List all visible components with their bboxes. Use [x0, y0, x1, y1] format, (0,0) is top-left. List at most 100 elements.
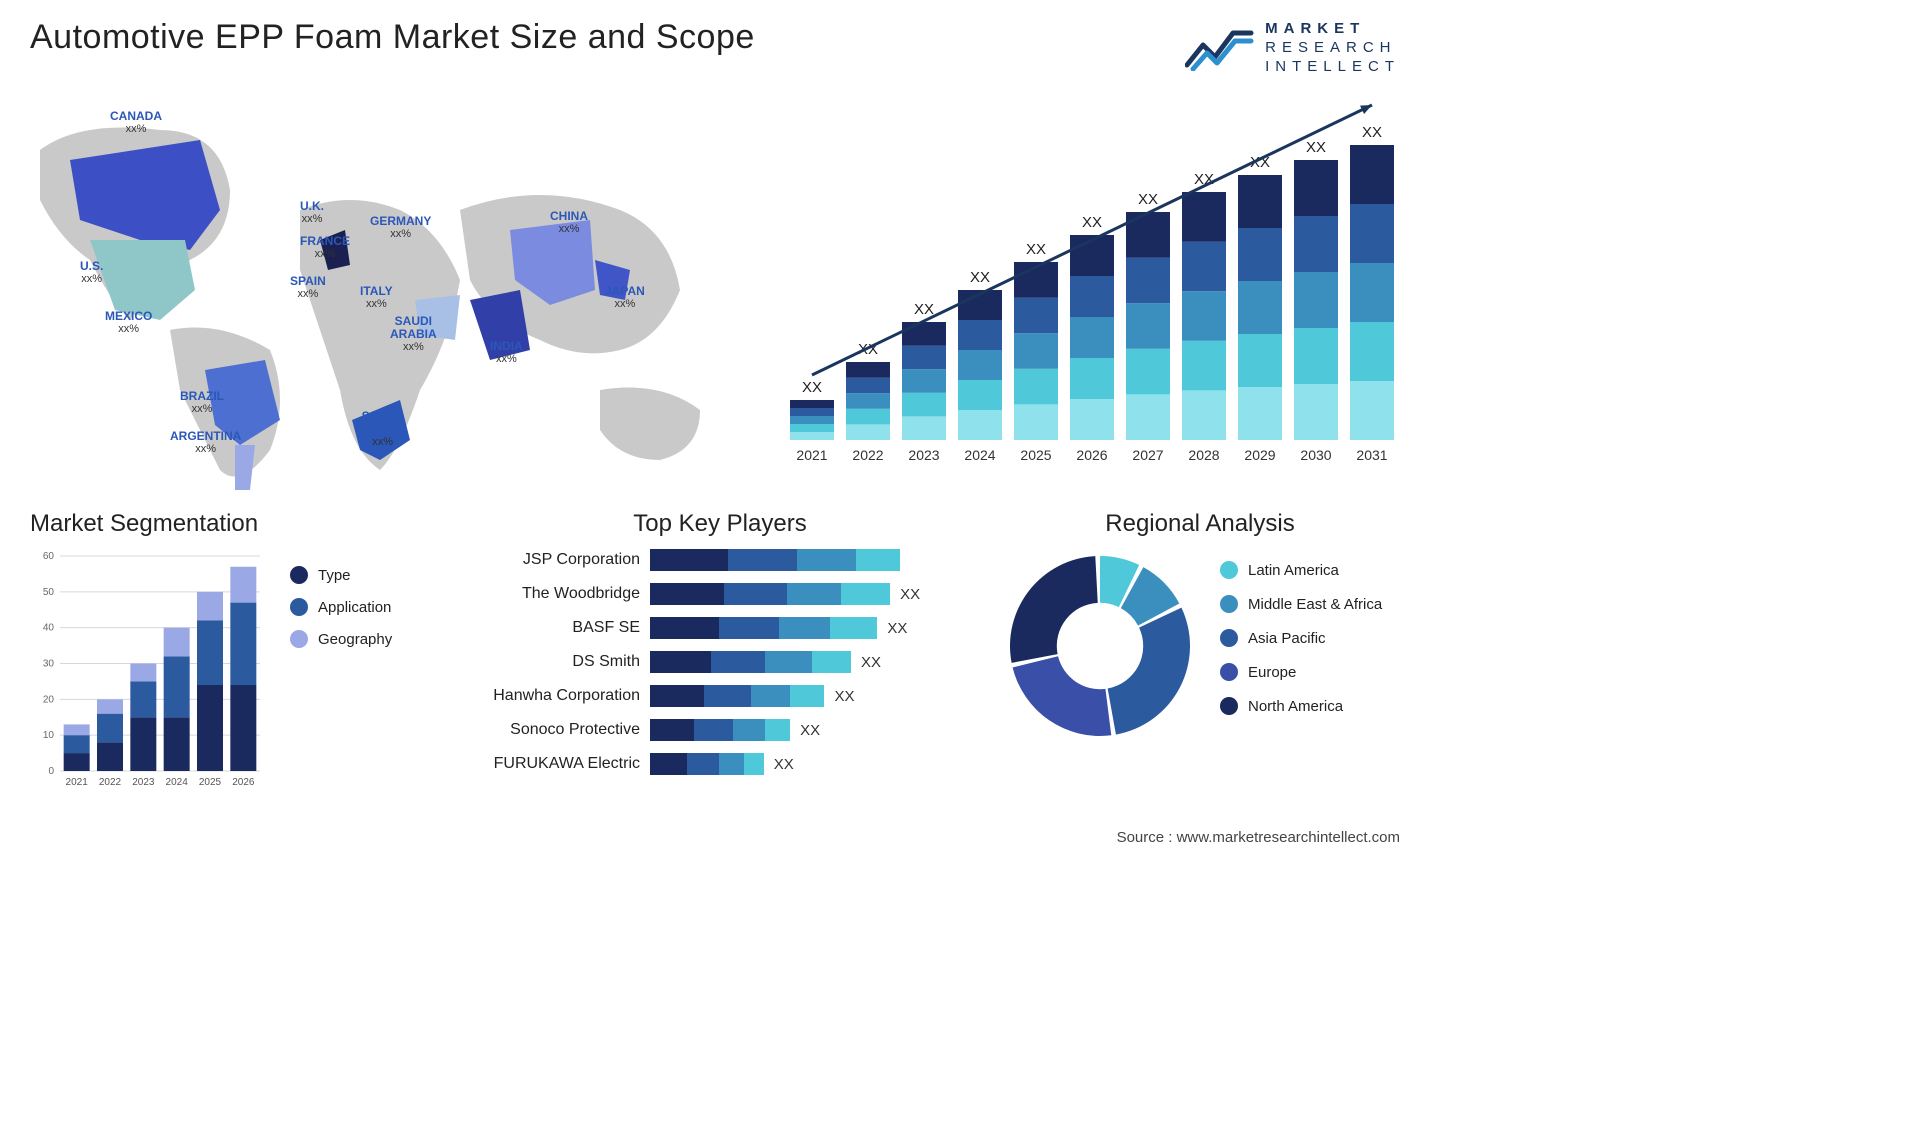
svg-text:2022: 2022 [852, 447, 883, 463]
svg-text:2025: 2025 [1020, 447, 1051, 463]
legend-item: Application [290, 598, 392, 616]
svg-text:XX: XX [914, 301, 934, 318]
regional-title: Regional Analysis [1000, 510, 1400, 538]
player-name: JSP Corporation [470, 551, 650, 569]
player-row: The Woodbridge XX [470, 580, 970, 608]
svg-text:2024: 2024 [166, 777, 189, 788]
svg-text:2024: 2024 [964, 447, 995, 463]
svg-text:XX: XX [1306, 139, 1326, 156]
svg-text:2022: 2022 [99, 777, 122, 788]
player-row: Sonoco Protective XX [470, 716, 970, 744]
svg-text:XX: XX [1362, 124, 1382, 141]
player-value: XX [851, 654, 881, 671]
svg-text:50: 50 [43, 587, 55, 598]
svg-text:XX: XX [1082, 214, 1102, 231]
map-label: U.K.xx% [300, 200, 324, 225]
legend-item: Latin America [1220, 561, 1382, 579]
map-label: MEXICOxx% [105, 310, 152, 335]
player-name: Sonoco Protective [470, 721, 650, 739]
svg-text:60: 60 [43, 551, 55, 562]
map-label: BRAZILxx% [180, 390, 224, 415]
map-label: FRANCExx% [300, 235, 350, 260]
player-value: XX [790, 722, 820, 739]
svg-text:2026: 2026 [1076, 447, 1107, 463]
players-title: Top Key Players [470, 510, 970, 538]
svg-text:0: 0 [48, 766, 54, 777]
legend-item: Asia Pacific [1220, 629, 1382, 647]
player-bar [650, 549, 900, 571]
map-label: GERMANYxx% [370, 215, 431, 240]
world-map: CANADAxx% U.S.xx% MEXICOxx% BRAZILxx% ARGENT… [20, 90, 720, 490]
map-label: ARGENTINAxx% [170, 430, 241, 455]
svg-text:2021: 2021 [66, 777, 89, 788]
player-bar [650, 685, 824, 707]
svg-text:2029: 2029 [1244, 447, 1275, 463]
players-chart: JSP Corporation The Woodbridge XX BASF SE XX… [470, 546, 970, 778]
svg-text:XX: XX [970, 269, 990, 286]
player-row: Hanwha Corporation XX [470, 682, 970, 710]
legend-item: Geography [290, 630, 392, 648]
svg-text:2031: 2031 [1356, 447, 1387, 463]
svg-text:2025: 2025 [199, 777, 222, 788]
map-label: CHINAxx% [550, 210, 588, 235]
map-label: ITALYxx% [360, 285, 393, 310]
player-value: XX [764, 756, 794, 773]
svg-text:2023: 2023 [132, 777, 155, 788]
legend-item: North America [1220, 697, 1382, 715]
logo-text: MARKET RESEARCH INTELLECT [1265, 20, 1400, 76]
player-name: FURUKAWA Electric [470, 755, 650, 773]
player-bar [650, 719, 790, 741]
svg-text:XX: XX [1026, 241, 1046, 258]
map-label: INDIAxx% [490, 340, 523, 365]
legend-item: Europe [1220, 663, 1382, 681]
player-row: BASF SE XX [470, 614, 970, 642]
page-title: Automotive EPP Foam Market Size and Scop… [30, 18, 755, 57]
svg-text:2030: 2030 [1300, 447, 1331, 463]
regional-donut [1000, 546, 1200, 746]
svg-text:30: 30 [43, 659, 55, 670]
svg-text:40: 40 [43, 623, 55, 634]
brand-logo: MARKET RESEARCH INTELLECT [1185, 20, 1400, 76]
svg-text:2028: 2028 [1188, 447, 1219, 463]
regional-legend: Latin America Middle East & Africa Asia Pa… [1220, 561, 1382, 731]
player-name: Hanwha Corporation [470, 687, 650, 705]
segmentation-title: Market Segmentation [30, 510, 460, 538]
regional-section: Regional Analysis Latin America Middle Ea… [1000, 510, 1400, 746]
svg-text:2026: 2026 [232, 777, 255, 788]
svg-text:XX: XX [1138, 191, 1158, 208]
player-bar [650, 583, 890, 605]
segmentation-chart: 0 10 20 30 40 50 60 2021 2022 2023 2024 2025 2026 [30, 546, 270, 796]
svg-text:2027: 2027 [1132, 447, 1163, 463]
player-value: XX [877, 620, 907, 637]
player-name: BASF SE [470, 619, 650, 637]
player-name: The Woodbridge [470, 585, 650, 603]
map-label: CANADAxx% [110, 110, 162, 135]
svg-text:XX: XX [802, 379, 822, 396]
player-row: JSP Corporation [470, 546, 970, 574]
svg-text:20: 20 [43, 694, 55, 705]
map-label: SPAINxx% [290, 275, 326, 300]
segmentation-section: Market Segmentation 0 10 20 30 40 50 60 2021 202… [30, 510, 460, 796]
map-label: SOUTHAFRICAxx% [360, 410, 405, 448]
map-label: JAPANxx% [605, 285, 645, 310]
players-section: Top Key Players JSP Corporation The Woodb… [470, 510, 970, 784]
map-label: SAUDIARABIAxx% [390, 315, 437, 353]
player-row: FURUKAWA Electric XX [470, 750, 970, 778]
player-value: XX [824, 688, 854, 705]
svg-text:2023: 2023 [908, 447, 939, 463]
map-label: U.S.xx% [80, 260, 103, 285]
forecast-bar-chart: 2021 XX 2022 XX 2023 XX 2024 XX 2025 XX 2026 XX 2027… [780, 100, 1400, 470]
logo-mark-icon [1185, 25, 1255, 71]
source-attribution: Source : www.marketresearchintellect.com [1117, 829, 1400, 846]
player-row: DS Smith XX [470, 648, 970, 676]
svg-text:2021: 2021 [796, 447, 827, 463]
legend-item: Middle East & Africa [1220, 595, 1382, 613]
segmentation-legend: Type Application Geography [290, 546, 392, 662]
player-bar [650, 651, 851, 673]
player-bar [650, 753, 764, 775]
player-value: XX [890, 586, 920, 603]
svg-text:10: 10 [43, 730, 55, 741]
player-name: DS Smith [470, 653, 650, 671]
legend-item: Type [290, 566, 392, 584]
player-bar [650, 617, 877, 639]
